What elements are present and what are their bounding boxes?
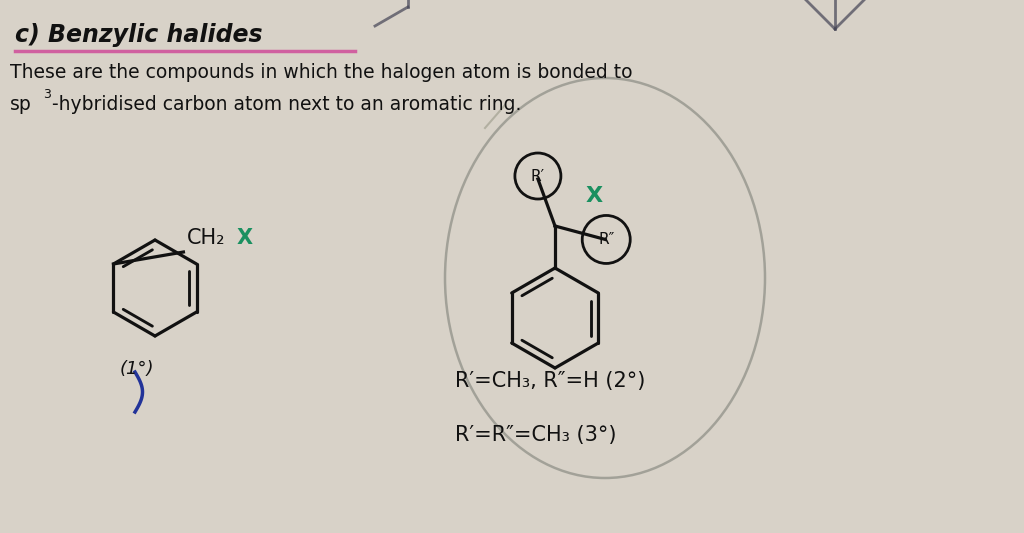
Text: X: X — [586, 186, 603, 206]
Text: R″: R″ — [598, 232, 614, 247]
Text: R′=CH₃, R″=H (2°): R′=CH₃, R″=H (2°) — [455, 371, 645, 391]
Text: These are the compounds in which the halogen atom is bonded to: These are the compounds in which the hal… — [10, 63, 633, 82]
Text: (1°): (1°) — [120, 360, 155, 378]
Text: sp: sp — [10, 95, 32, 114]
Text: CH₂: CH₂ — [186, 228, 225, 248]
Text: R′: R′ — [530, 168, 545, 183]
Text: R′=R″=CH₃ (3°): R′=R″=CH₃ (3°) — [455, 425, 616, 445]
Text: -hybridised carbon atom next to an aromatic ring.: -hybridised carbon atom next to an aroma… — [52, 95, 521, 114]
Text: 3: 3 — [43, 88, 51, 101]
Text: X: X — [237, 228, 253, 248]
Text: c) Benzylic halides: c) Benzylic halides — [15, 23, 262, 47]
